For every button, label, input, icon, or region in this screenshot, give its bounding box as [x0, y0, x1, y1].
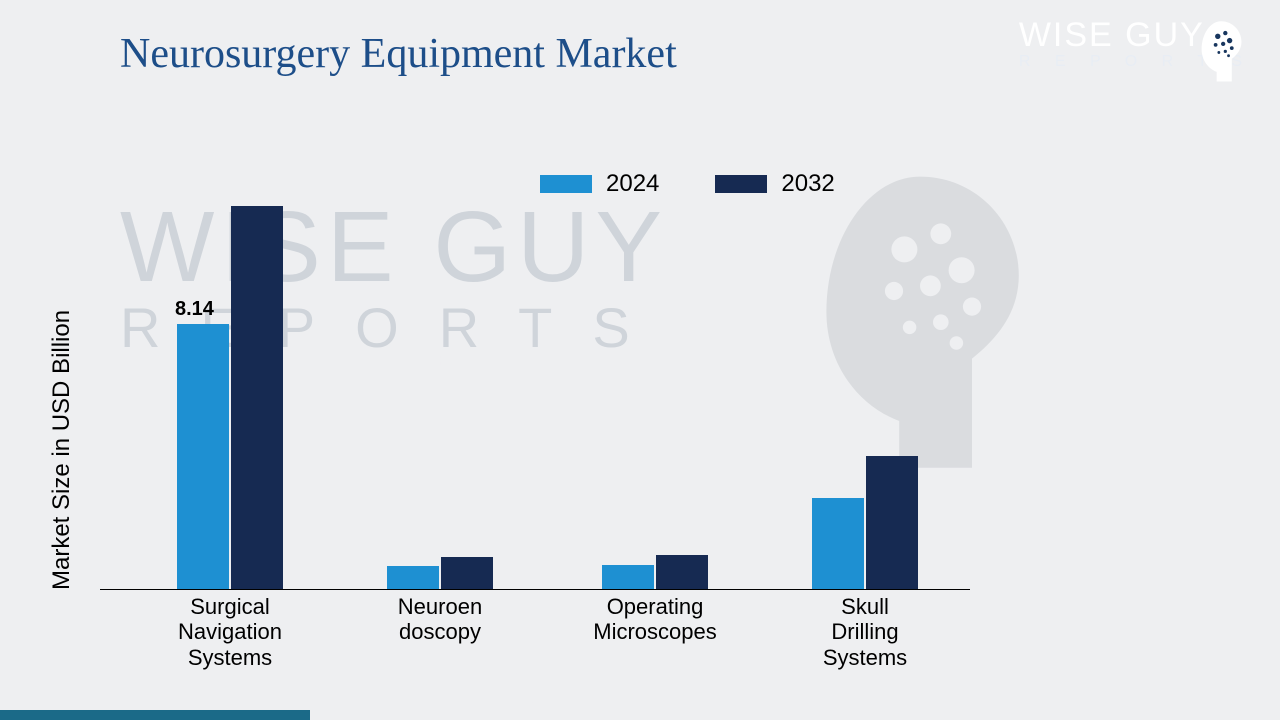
plot-area: 8.14	[100, 200, 970, 590]
category-label-nav: SurgicalNavigationSystems	[140, 594, 320, 670]
legend-item-2024: 2024	[540, 170, 659, 198]
category-label-endo: Neuroendoscopy	[350, 594, 530, 645]
bar-group-skull	[775, 200, 955, 590]
footer-bar	[0, 710, 310, 720]
brand-logo: WISE GUY R E P O R T S	[1019, 18, 1252, 70]
legend-swatch-2024	[540, 175, 592, 193]
y-axis-label: Market Size in USD Billion	[48, 310, 76, 590]
chart-title: Neurosurgery Equipment Market	[120, 30, 677, 78]
category-label-skull: SkullDrillingSystems	[775, 594, 955, 670]
legend-item-2032: 2032	[715, 170, 834, 198]
legend-swatch-2032	[715, 175, 767, 193]
bar-skull-2024	[812, 498, 864, 589]
bar-group-micro	[565, 200, 745, 590]
legend-label-2032: 2032	[781, 170, 834, 198]
bar-nav-2032	[231, 206, 283, 590]
bar-nav-2024	[177, 324, 229, 589]
bar-micro-2024	[602, 565, 654, 589]
bar-micro-2032	[656, 555, 708, 589]
legend: 2024 2032	[540, 170, 835, 198]
bar-group-endo	[350, 200, 530, 590]
bar-group-nav: 8.14	[140, 200, 320, 590]
stage: WISE GUY R E P O R T S Neurosurgery Equi…	[0, 0, 1280, 720]
legend-label-2024: 2024	[606, 170, 659, 198]
brand-line-2: R E P O R T S	[1019, 54, 1252, 70]
bar-endo-2032	[441, 557, 493, 590]
bar-endo-2024	[387, 566, 439, 589]
brand-line-1: WISE GUY	[1019, 18, 1252, 52]
value-label-nav-2024: 8.14	[175, 298, 214, 321]
bar-skull-2032	[866, 456, 918, 589]
category-label-micro: OperatingMicroscopes	[565, 594, 745, 645]
